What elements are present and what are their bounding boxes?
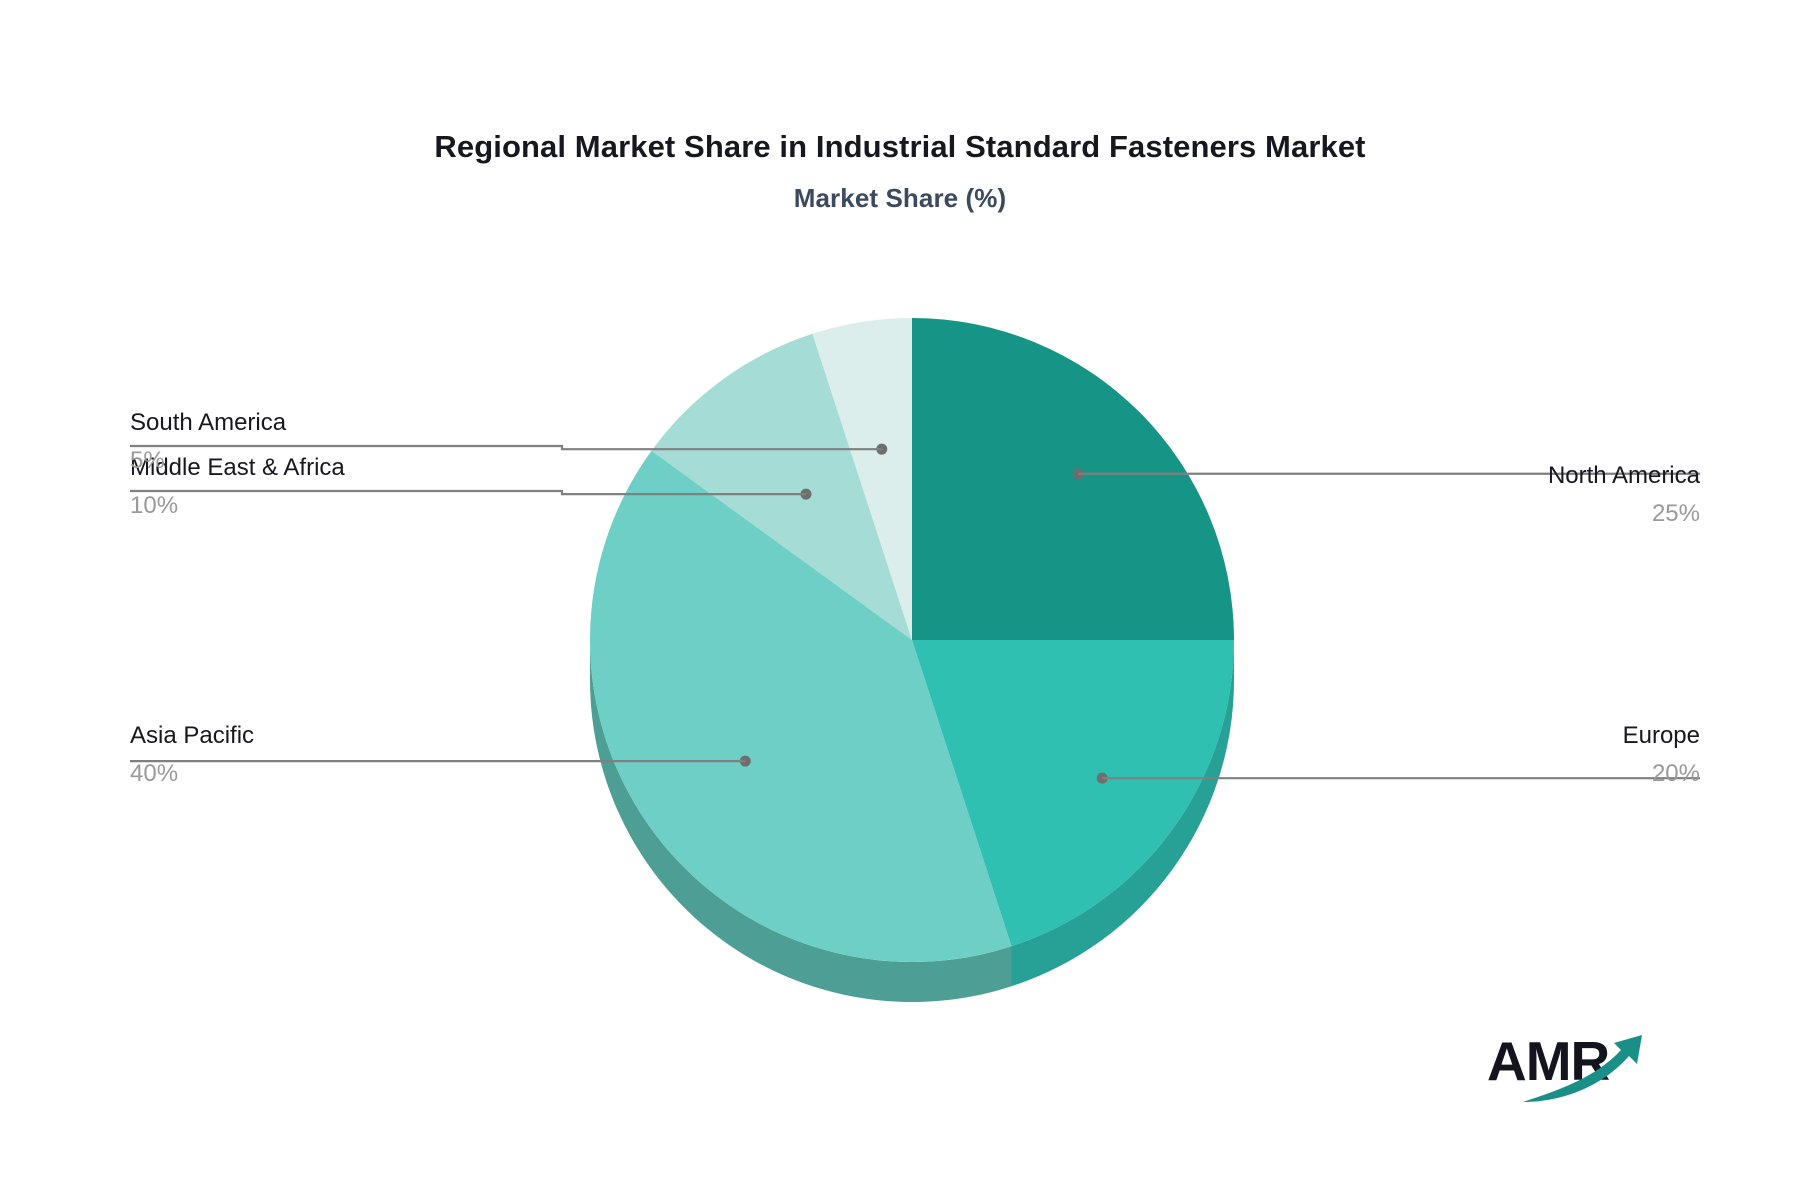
slice-label-asia-pacific: Asia Pacific 40% [130, 721, 254, 789]
pie-slice-side-2 [589, 640, 1012, 1002]
slice-label-value: 10% [130, 492, 179, 520]
growth-arrow-icon [1523, 1035, 1642, 1102]
chart-title: Regional Market Share in Industrial Stan… [434, 129, 1366, 164]
slice-label-name: Middle East & Africa [130, 454, 345, 481]
pie-slice-4[interactable] [812, 318, 912, 640]
pie-slices [590, 318, 1234, 963]
pie-slice-2[interactable] [590, 450, 1012, 963]
slice-label-name: Europe [1622, 722, 1700, 749]
slice-label-name: South America [130, 409, 287, 436]
title-block: Regional Market Share in Industrial Stan… [0, 128, 1800, 214]
leader-line-middle-east-africa [130, 489, 807, 496]
pie-slice-side-1 [1011, 640, 1234, 987]
slice-label-value: 5% [130, 447, 165, 475]
slice-label-value: 25% [1651, 500, 1700, 528]
pie-slice-3[interactable] [651, 333, 912, 640]
leader-line-south-america [130, 444, 882, 451]
leader-lines [130, 443, 1700, 784]
amr-logo: AMR [1487, 1032, 1665, 1110]
pie-slice-1[interactable] [912, 640, 1234, 947]
slice-label-name: Asia Pacific [130, 722, 255, 749]
slice-label-north-america: North America 25% [1548, 461, 1700, 529]
chart-subtitle: Market Share (%) [793, 183, 1007, 214]
slice-label-value: 20% [1651, 760, 1700, 788]
pie-slice-0[interactable] [912, 318, 1234, 640]
slice-label-value: 40% [130, 760, 179, 788]
slice-label-middle-east-africa: Middle East & Africa 10% [130, 453, 345, 521]
slice-label-south-america: South America 5% [130, 408, 286, 476]
slice-label-europe: Europe 20% [1623, 721, 1700, 789]
pie-3d-depth [589, 640, 1234, 1002]
slice-label-name: North America [1547, 462, 1700, 489]
